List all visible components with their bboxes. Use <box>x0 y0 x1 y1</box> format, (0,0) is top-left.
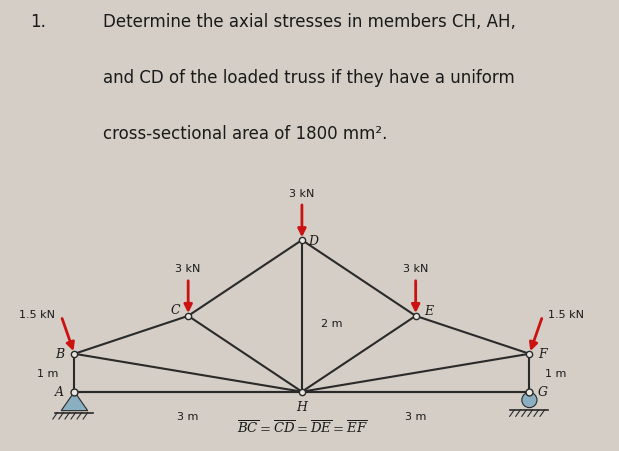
Text: 2 m: 2 m <box>321 319 342 329</box>
Text: 1 m: 1 m <box>37 368 59 378</box>
Text: and CD of the loaded truss if they have a uniform: and CD of the loaded truss if they have … <box>103 69 515 87</box>
Text: 1.5 kN: 1.5 kN <box>548 309 584 319</box>
Text: B: B <box>54 348 64 360</box>
Text: 1 m: 1 m <box>545 368 566 378</box>
Text: 3 m: 3 m <box>178 411 199 421</box>
Polygon shape <box>61 392 88 411</box>
Circle shape <box>522 392 537 408</box>
Text: 3 kN: 3 kN <box>289 188 314 198</box>
Text: 3 kN: 3 kN <box>403 264 428 274</box>
Text: $\overline{BC} = \overline{CD} = \overline{DE} = \overline{EF}$: $\overline{BC} = \overline{CD} = \overli… <box>236 419 367 436</box>
Text: H: H <box>297 400 308 414</box>
Text: 1.: 1. <box>30 13 46 31</box>
Text: 3 m: 3 m <box>405 411 426 421</box>
Text: F: F <box>539 348 547 360</box>
Text: G: G <box>538 385 548 398</box>
Text: D: D <box>308 234 318 247</box>
Text: 1.5 kN: 1.5 kN <box>19 309 56 319</box>
Text: Determine the axial stresses in members CH, AH,: Determine the axial stresses in members … <box>103 13 516 31</box>
Text: C: C <box>170 303 180 316</box>
Text: E: E <box>425 304 433 317</box>
Text: cross-sectional area of 1800 mm².: cross-sectional area of 1800 mm². <box>103 125 387 143</box>
Text: A: A <box>54 385 64 398</box>
Text: 3 kN: 3 kN <box>176 264 201 274</box>
